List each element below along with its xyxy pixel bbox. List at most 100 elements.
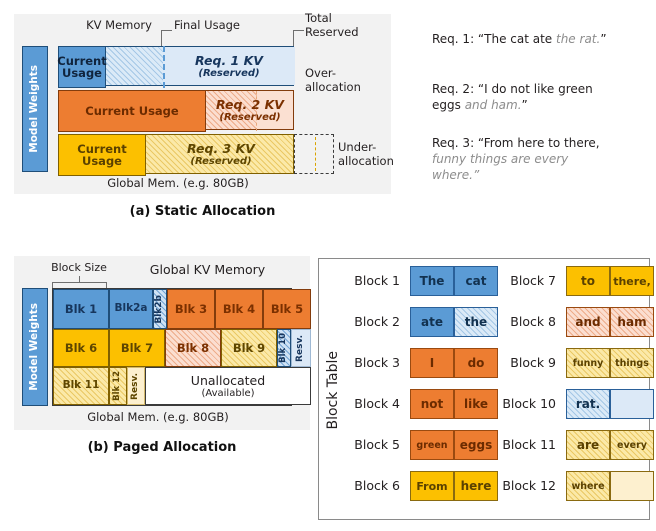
panel-a-global-mem-label: Global Mem. (e.g. 80GB) bbox=[107, 176, 249, 190]
block-table-row: The cat bbox=[410, 266, 498, 296]
final-usage-leader-vertical bbox=[161, 30, 163, 46]
block-size-label: Block Size bbox=[51, 261, 107, 274]
blk-8-cell: Blk 8 bbox=[165, 329, 221, 367]
req3-current-usage-line2: Usage bbox=[82, 154, 122, 168]
request-2-text: Req. 2: “I do not like green eggs and ha… bbox=[432, 82, 648, 114]
block-table-token-cell: where bbox=[566, 471, 610, 501]
req1-current-usage: Current Usage bbox=[57, 46, 107, 88]
unallocated-line2: (Available) bbox=[201, 388, 255, 399]
request-2-line1: Req. 2: “I do not like green bbox=[432, 82, 593, 96]
req2-bar: Current Usage Req. 2 KV (Reserved) bbox=[58, 90, 294, 132]
req3-reserved-line2: (Reserved) bbox=[190, 156, 252, 167]
block-size-bracket-left bbox=[52, 282, 54, 288]
block-table-row: not like bbox=[410, 389, 498, 419]
blk-1-cell: Blk 1 bbox=[53, 289, 109, 329]
block-table-row: to there, bbox=[566, 266, 654, 296]
req1-final-usage-divider bbox=[163, 46, 165, 88]
block-table-token-cell: every bbox=[610, 430, 654, 460]
blk-2b-cell: Blk2b bbox=[153, 289, 167, 329]
block-table-row: green eggs bbox=[410, 430, 498, 460]
total-reserved-line1: Total bbox=[305, 11, 332, 25]
block-table-row: ate the bbox=[410, 307, 498, 337]
block-table-token-cell: The bbox=[410, 266, 454, 296]
block-table-row-label: Block 6 bbox=[354, 478, 400, 493]
resv-yellow-label: Resv. bbox=[130, 372, 141, 400]
req2-reserved-line1: Req. 2 KV bbox=[216, 97, 284, 112]
blk-12-label: Blk 12 bbox=[112, 371, 123, 401]
block-table-token-cell: do bbox=[454, 348, 498, 378]
block-table-row-label: Block 3 bbox=[354, 355, 400, 370]
req2-reserved-line2: (Reserved) bbox=[219, 112, 281, 123]
block-table-token-cell: eggs bbox=[454, 430, 498, 460]
request-2-suffix: ” bbox=[521, 97, 528, 112]
req2-current-usage-line1: Current Usage bbox=[85, 103, 179, 118]
req1-reserved-line2: (Reserved) bbox=[198, 68, 260, 79]
request-1-suffix: ” bbox=[600, 32, 607, 46]
block-table-right-column: Block 7 to there, Block 8 and ham Block 9 funny… bbox=[496, 266, 654, 514]
block-table-token-cell: things bbox=[610, 348, 654, 378]
request-3-suffix: ” bbox=[472, 167, 480, 182]
blk-9-label: Blk 9 bbox=[232, 340, 266, 355]
total-reserved-line2: Reserved bbox=[305, 24, 359, 39]
req2-reserved-hatch bbox=[205, 91, 257, 129]
block-table-token-cell: to bbox=[566, 266, 610, 296]
block-table-row-label: Block 11 bbox=[502, 437, 556, 452]
block-table-token-cell: ate bbox=[410, 307, 454, 337]
block-table-row-label: Block 12 bbox=[502, 478, 556, 493]
request-1-gray: the rat. bbox=[556, 32, 601, 46]
blk-5-cell: Blk 5 bbox=[263, 289, 311, 329]
req3-under-allocation-box bbox=[294, 134, 334, 174]
blk-12-cell: Blk 12 bbox=[109, 367, 127, 405]
blk-11-label: Blk 11 bbox=[62, 379, 100, 392]
over-allocation-label: Over- allocation bbox=[305, 66, 389, 95]
block-table-row-label: Block 7 bbox=[510, 273, 556, 288]
block-table-row: where bbox=[566, 471, 654, 501]
over-allocation-line1: Over- bbox=[305, 66, 337, 80]
blk-2a-label: Blk2a bbox=[114, 302, 148, 315]
block-table-title: Block Table bbox=[325, 350, 341, 430]
blk-4-cell: Blk 4 bbox=[215, 289, 263, 329]
block-table-row-label: Block 5 bbox=[354, 437, 400, 452]
req3-current-usage: Current Usage bbox=[58, 134, 146, 176]
block-table-token-cell: the bbox=[454, 307, 498, 337]
blk-6-cell: Blk 6 bbox=[53, 329, 109, 367]
block-table-row-label: Block 4 bbox=[354, 396, 400, 411]
kv-memory-label: KV Memory bbox=[86, 18, 152, 32]
block-table-token-cell: not bbox=[410, 389, 454, 419]
blk-6-label: Blk 6 bbox=[64, 340, 98, 355]
global-kv-memory-label: Global KV Memory bbox=[149, 262, 266, 277]
blk-11-cell: Blk 11 bbox=[53, 367, 109, 405]
blk-5-label: Blk 5 bbox=[270, 301, 304, 316]
panel-b-memory-grid: Blk 1 Blk2a Blk2b Blk 3 Blk 4 Blk 5 Blk … bbox=[52, 288, 311, 406]
resv-blue-cell: Resv. bbox=[291, 329, 311, 367]
block-table-row-label: Block 10 bbox=[502, 396, 556, 411]
unallocated-line1: Unallocated bbox=[190, 373, 266, 388]
resv-blue-label: Resv. bbox=[295, 334, 306, 362]
block-table-token-cell: are bbox=[566, 430, 610, 460]
request-3-line1: Req. 3: “From here to there, bbox=[432, 136, 600, 150]
block-table-token-cell bbox=[610, 389, 654, 419]
blk-9-cell: Blk 9 bbox=[221, 329, 277, 367]
req1-current-usage-line1: Current bbox=[57, 53, 107, 68]
block-table-token-cell: ham bbox=[610, 307, 654, 337]
req1-reserved-label: Req. 1 KV (Reserved) bbox=[163, 47, 295, 85]
req2-final-usage-divider bbox=[256, 91, 257, 131]
block-table-row: and ham bbox=[566, 307, 654, 337]
block-table-token-cell bbox=[610, 471, 654, 501]
block-size-bracket-stem bbox=[79, 276, 81, 283]
request-1-text: Req. 1: “The cat ate the rat.” bbox=[432, 32, 648, 48]
under-allocation-line1: Under- bbox=[338, 140, 377, 154]
over-allocation-line2: allocation bbox=[305, 80, 361, 95]
block-table-row-label: Block 9 bbox=[510, 355, 556, 370]
block-table-token-cell: and bbox=[566, 307, 610, 337]
panel-b-global-mem-label: Global Mem. (e.g. 80GB) bbox=[87, 410, 229, 424]
total-reserved-leader-horizontal bbox=[293, 30, 304, 32]
block-table-row-label: Block 1 bbox=[354, 273, 400, 288]
under-allocation-label: Under- allocation bbox=[338, 140, 428, 169]
block-table-row-label: Block 8 bbox=[510, 314, 556, 329]
blk-3-label: Blk 3 bbox=[174, 301, 208, 316]
req3-reserved-line1: Req. 3 KV bbox=[187, 141, 255, 156]
blk-4-label: Blk 4 bbox=[222, 301, 256, 316]
